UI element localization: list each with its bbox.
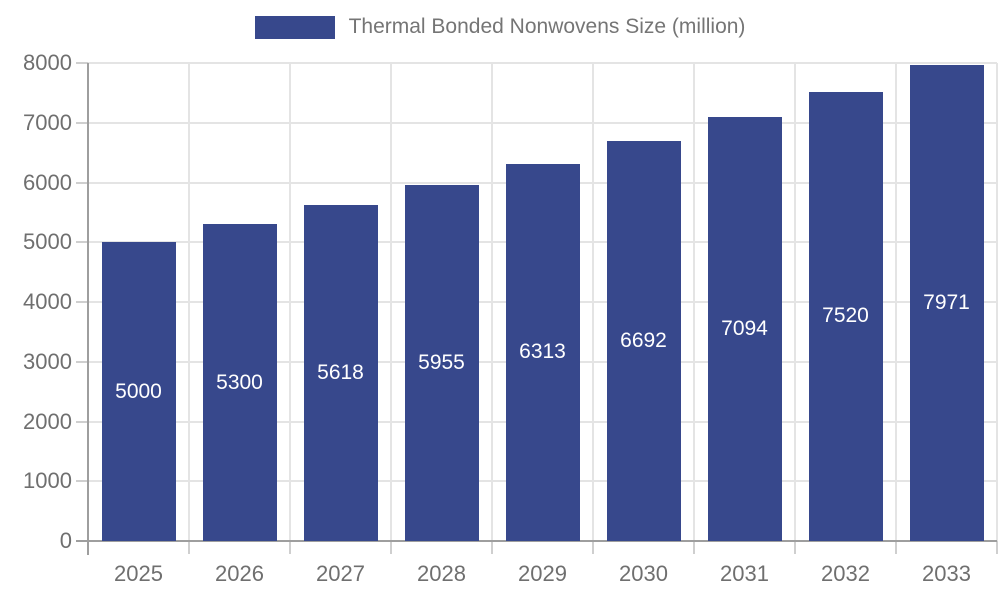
bar-value-label: 5955 [418,351,465,375]
y-axis-tick [76,301,88,303]
legend[interactable]: Thermal Bonded Nonwovens Size (million) [0,15,1000,39]
bar-2027 [303,205,378,541]
bar-value-label: 7094 [721,317,768,341]
x-axis-label: 2032 [821,561,870,586]
bar-value-label: 6313 [519,340,566,364]
x-axis-label: 2029 [518,561,567,586]
x-axis-tick [592,541,594,554]
legend-swatch [254,15,335,39]
y-axis-tick [76,181,88,184]
x-axis-label: 2025 [114,561,163,586]
x-axis-tick [794,541,796,554]
x-axis-label: 2028 [417,561,466,586]
y-axis-tick [76,241,88,244]
y-axis-label: 0 [59,528,72,553]
y-gridline [88,121,997,124]
bar-2033 [909,64,984,541]
bar-value-label: 6692 [620,329,667,353]
x-axis-line [76,540,997,542]
bar-2028 [404,185,479,541]
x-axis-label: 2027 [316,561,365,586]
bar-value-label: 5300 [216,370,263,394]
y-axis-label: 6000 [23,169,72,195]
x-axis-tick [390,541,392,554]
legend-label: Thermal Bonded Nonwovens Size (million) [348,15,746,38]
y-axis-tick [76,62,88,64]
x-gridline [996,63,998,541]
bar-value-label: 5000 [115,379,162,403]
y-axis-label: 8000 [23,50,72,75]
y-axis-label: 3000 [23,348,72,374]
y-axis-tick [76,360,88,363]
bar-value-label: 5618 [317,361,364,385]
y-axis-tick [76,420,88,423]
y-axis-label: 5000 [23,229,72,255]
x-gridline [895,63,897,541]
y-axis-label: 4000 [23,289,72,314]
x-axis-tick [188,541,190,554]
y-axis-label: 1000 [23,468,72,494]
x-axis-tick [289,541,291,554]
bar-2026 [202,224,277,541]
x-axis-tick [996,541,998,554]
y-axis-tick [76,121,88,124]
x-axis-tick [693,541,695,554]
bar-value-label: 7520 [822,304,869,328]
x-gridline [390,63,392,541]
x-gridline [491,63,493,541]
bar-2031 [707,117,782,541]
x-gridline [289,63,291,541]
bar-2032 [808,91,883,541]
x-gridline [592,63,594,541]
x-axis-label: 2030 [619,561,668,586]
y-axis-line [87,63,89,555]
x-gridline [693,63,695,541]
y-axis-tick [76,480,88,483]
bar-2029 [505,163,580,541]
bar-value-label: 7971 [923,290,970,314]
y-axis-label: 7000 [23,109,72,135]
x-gridline [188,63,190,541]
x-axis-label: 2031 [720,561,769,586]
bar-2025 [101,242,176,541]
x-axis-tick [895,541,897,554]
x-axis-label: 2033 [922,561,971,586]
x-axis-label: 2026 [215,561,264,586]
bar-2030 [606,141,681,541]
y-gridline [88,62,997,64]
y-axis-label: 2000 [23,408,72,434]
x-axis-tick [491,541,493,554]
x-gridline [794,63,796,541]
